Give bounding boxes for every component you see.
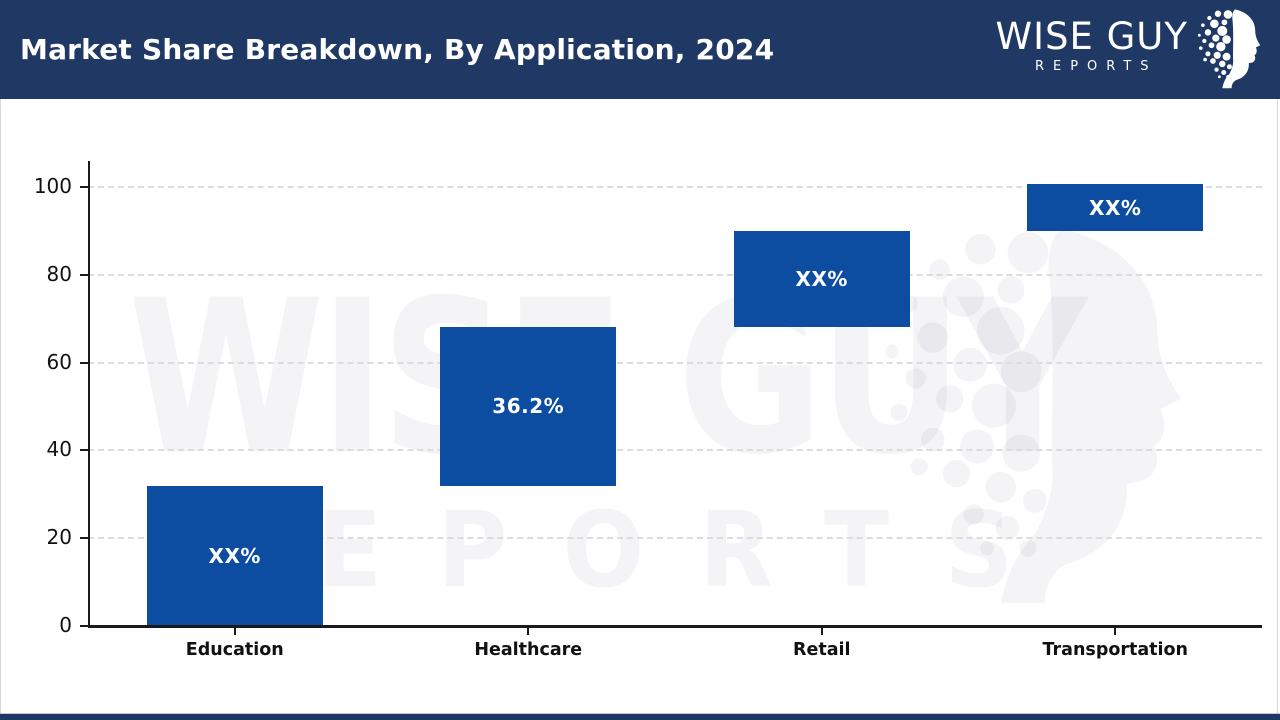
gridline	[88, 361, 1262, 364]
gridline	[88, 186, 1262, 188]
bar-value-label: XX%	[795, 266, 848, 291]
y-tick-label: 60	[46, 349, 72, 374]
y-tick-label: 20	[46, 525, 72, 550]
gridline	[88, 537, 1262, 540]
footer-accent-bar	[0, 714, 1280, 720]
wise-guy-logo: WISE GUY REPORTS	[996, 6, 1266, 94]
x-tick-label: Healthcare	[474, 640, 583, 660]
x-axis-line	[88, 625, 1262, 628]
gridline	[88, 449, 1262, 452]
logo-subtitle: REPORTS	[1034, 59, 1158, 74]
y-tick-label: 40	[46, 437, 72, 462]
bar-value-label: XX%	[208, 543, 261, 568]
bottom-border-line	[0, 713, 1280, 714]
y-tick-label: 80	[46, 261, 72, 286]
bar-education: XX%	[146, 485, 323, 626]
logo-wordmark: WISE GUY	[995, 15, 1188, 58]
x-tick-label: Education	[185, 640, 284, 660]
y-tick-mark	[80, 449, 88, 452]
bar-value-label: 36.2%	[492, 394, 565, 419]
x-tick-mark	[1114, 628, 1117, 635]
y-tick-label: 0	[59, 613, 72, 637]
y-tick-mark	[80, 537, 88, 540]
bar-transportation: XX%	[1027, 184, 1204, 232]
x-tick-label: Retail	[792, 640, 851, 660]
y-tick-label: 100	[33, 174, 72, 198]
x-tick-mark	[233, 628, 236, 635]
x-tick-label: Transportation	[1042, 640, 1189, 660]
logo-text: WISE GUY REPORTS	[996, 18, 1188, 74]
y-tick-mark	[80, 625, 88, 627]
header-bar: Market Share Breakdown, By Application, …	[0, 0, 1280, 99]
x-tick-mark	[820, 628, 823, 635]
bar-retail: XX%	[733, 231, 910, 327]
bar-value-label: XX%	[1089, 195, 1142, 220]
y-tick-mark	[80, 186, 88, 188]
y-tick-mark	[80, 273, 88, 276]
bar-healthcare: 36.2%	[440, 326, 617, 486]
y-tick-mark	[80, 361, 88, 364]
y-axis-line	[88, 161, 90, 628]
x-tick-mark	[527, 628, 530, 635]
page-title: Market Share Breakdown, By Application, …	[20, 33, 775, 66]
gridline	[88, 273, 1262, 276]
